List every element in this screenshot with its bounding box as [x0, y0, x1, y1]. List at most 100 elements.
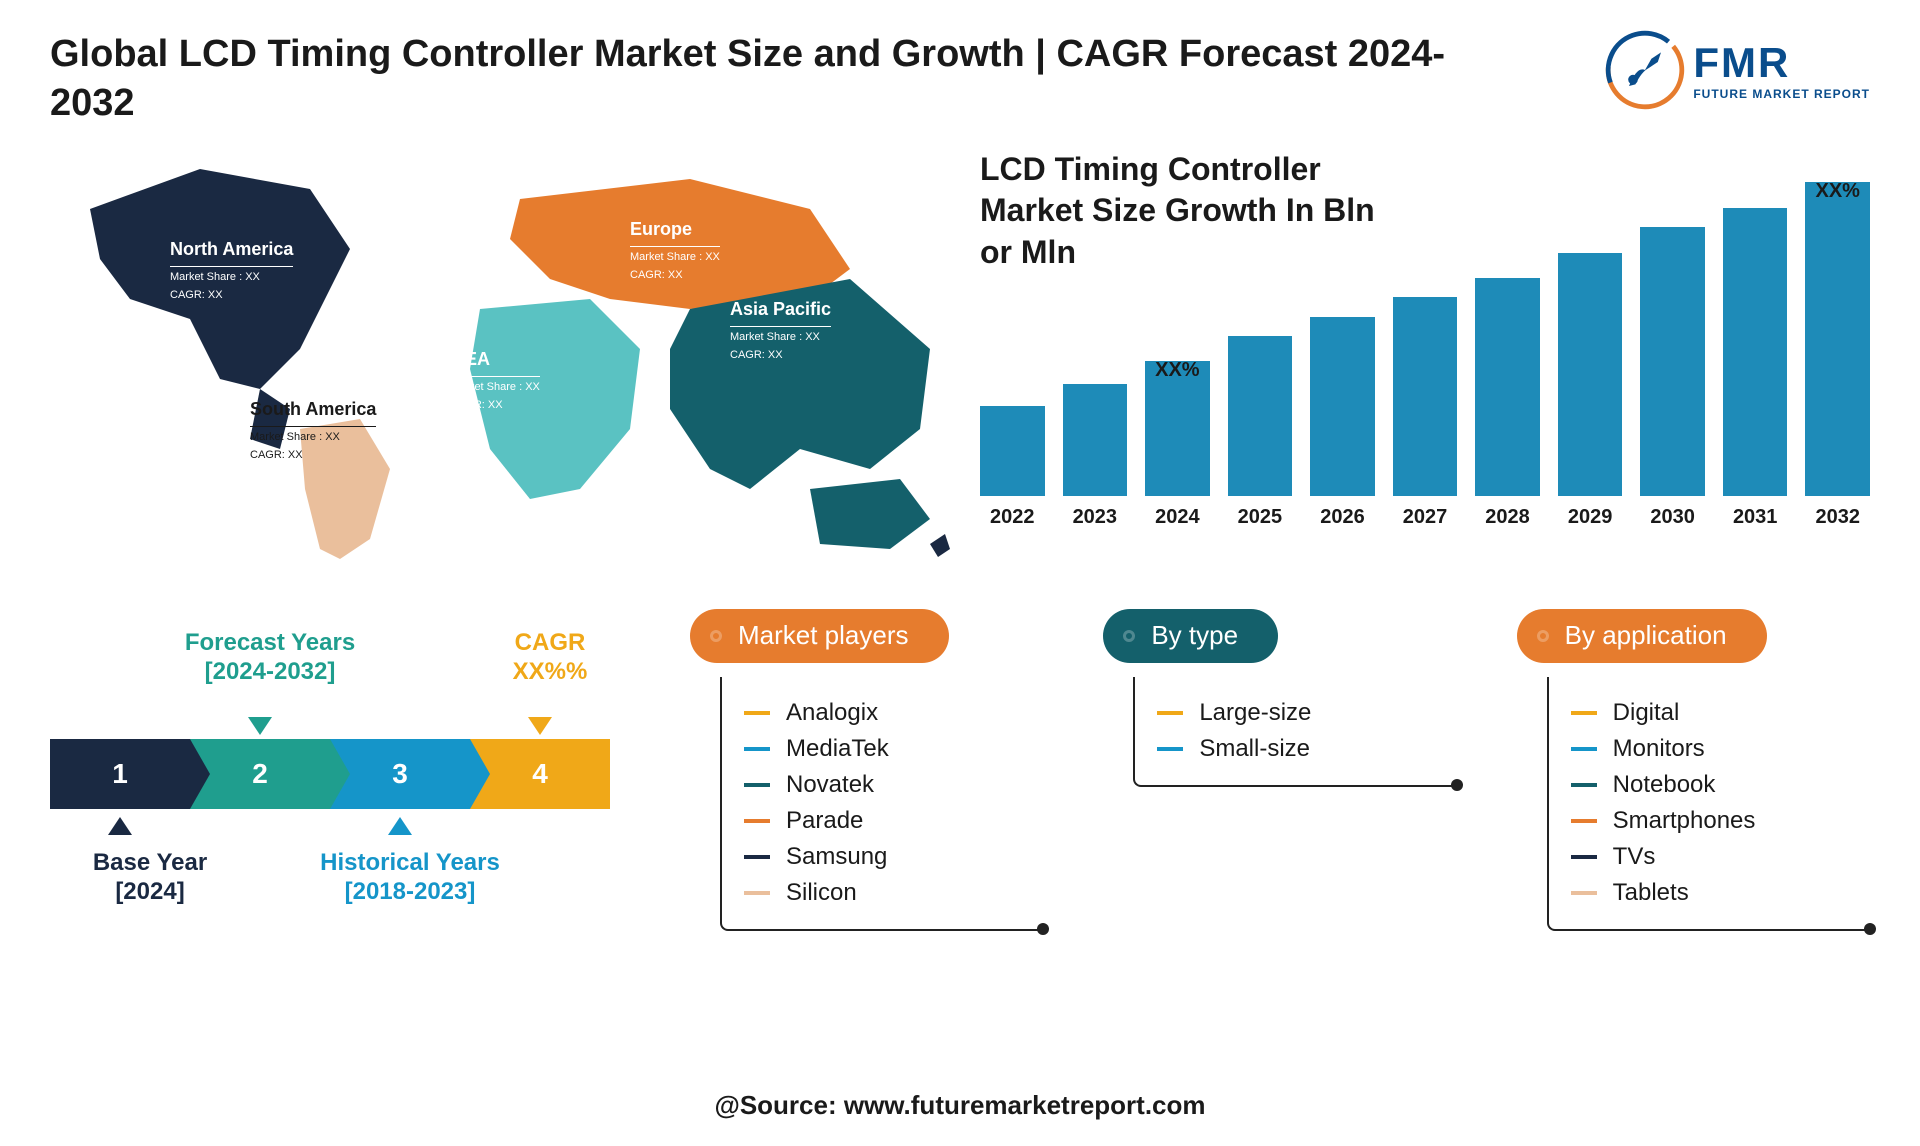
timeline-label-1: Base Year[2024]	[50, 849, 250, 907]
timeline-arrow-4	[528, 717, 552, 735]
region-cagr: CAGR: XX	[250, 449, 303, 461]
tick-icon	[744, 783, 770, 787]
segment-item: Notebook	[1571, 767, 1850, 803]
segment-item-label: Digital	[1613, 699, 1680, 727]
bar-year-label: 2025	[1238, 506, 1283, 529]
tick-icon	[1157, 747, 1183, 751]
bar-year-label: 2030	[1650, 506, 1695, 529]
tick-icon	[744, 819, 770, 823]
bar-rect	[1063, 384, 1128, 496]
logo-text-sub: FUTURE MARKET REPORT	[1693, 87, 1870, 101]
segment-item-label: Tablets	[1613, 879, 1689, 907]
region-cagr: CAGR: XX	[170, 289, 223, 301]
region-name: North America	[170, 239, 293, 260]
region-cagr: CAGR: XX	[730, 349, 783, 361]
segment-item-label: Large-size	[1199, 699, 1311, 727]
segment-item-label: Small-size	[1199, 735, 1310, 763]
bar-rect	[980, 406, 1045, 496]
segment-title: By type	[1151, 620, 1238, 651]
bar-2027: 2027	[1393, 297, 1458, 528]
segment-by-type: By type Large-size Small-size	[1103, 609, 1456, 931]
segment-pill: Market players	[690, 609, 949, 663]
segment-item: Analogix	[744, 695, 1023, 731]
segment-item-label: Samsung	[786, 843, 887, 871]
segment-item-label: Notebook	[1613, 771, 1716, 799]
region-label-asia-pacific: Asia PacificMarket Share : XXCAGR: XX	[730, 299, 831, 361]
bar-2032: XX% 2032	[1805, 182, 1870, 529]
bottom-row: 1234 Base Year[2024] Forecast Years[2024-…	[50, 609, 1870, 931]
region-name: MEA	[450, 349, 540, 370]
region-label-mea: MEAMarket Share : XXCAGR: XX	[450, 349, 540, 411]
logo-text-main: FMR	[1693, 39, 1870, 87]
segment-by-application: By applicationDigitalMonitorsNotebookSma…	[1517, 609, 1870, 931]
region-name: Europe	[630, 219, 720, 240]
timeline: 1234 Base Year[2024] Forecast Years[2024-…	[50, 609, 650, 929]
bar-2030: 2030	[1640, 227, 1705, 529]
region-name: Asia Pacific	[730, 299, 831, 320]
segment-pill: By application	[1517, 609, 1767, 663]
source-line: @Source: www.futuremarketreport.com	[0, 1090, 1920, 1121]
region-share: Market Share : XX	[450, 376, 540, 395]
bar-year-label: 2022	[990, 506, 1035, 529]
segment-item-label: Parade	[786, 807, 863, 835]
segment-item: Parade	[744, 803, 1023, 839]
bar-rect	[1723, 208, 1788, 496]
timeline-arrow-2	[248, 717, 272, 735]
bar-year-label: 2032	[1815, 506, 1860, 529]
region-cagr: CAGR: XX	[630, 269, 683, 281]
logo: FMR FUTURE MARKET REPORT	[1605, 30, 1870, 110]
bar-2029: 2029	[1558, 253, 1623, 529]
bar-year-label: 2031	[1733, 506, 1778, 529]
timeline-seg-4: 4	[470, 739, 610, 809]
pill-dot-icon	[710, 630, 722, 642]
segment-title: Market players	[738, 620, 909, 651]
timeline-arrow-3	[388, 817, 412, 835]
region-label-south-america: South AmericaMarket Share : XXCAGR: XX	[250, 399, 376, 461]
fmr-logo-icon	[1605, 30, 1685, 110]
tick-icon	[1571, 891, 1597, 895]
segment-item-label: Smartphones	[1613, 807, 1756, 835]
segment-item-label: Silicon	[786, 879, 857, 907]
tick-icon	[1571, 747, 1597, 751]
tick-icon	[744, 711, 770, 715]
tick-icon	[1571, 819, 1597, 823]
segment-item-label: MediaTek	[786, 735, 889, 763]
region-name: South America	[250, 399, 376, 420]
bar-year-label: 2027	[1403, 506, 1448, 529]
timeline-seg-1: 1	[50, 739, 190, 809]
bar-rect	[1310, 317, 1375, 496]
bar-2028: 2028	[1475, 278, 1540, 529]
timeline-seg-3: 3	[330, 739, 470, 809]
segment-item: Novatek	[744, 767, 1023, 803]
timeline-label-2: Forecast Years[2024-2032]	[170, 629, 370, 687]
bar-year-label: 2023	[1073, 506, 1118, 529]
region-label-europe: Europe Market Share : XX CAGR: XX	[630, 219, 720, 281]
bar-year-label: 2028	[1485, 506, 1530, 529]
bar-annotation: XX%	[1816, 180, 1860, 203]
segment-item: Tablets	[1571, 875, 1850, 911]
bar-rect	[1475, 278, 1540, 496]
tick-icon	[1571, 855, 1597, 859]
tick-icon	[744, 855, 770, 859]
segment-market-players: Market players Analogix MediaTek Novatek Par…	[690, 609, 1043, 931]
bar-container: 20222023XX%20242025202620272028202920302…	[980, 209, 1870, 529]
region-share: Market Share : XX	[170, 266, 293, 285]
region-share: Market Share : XX	[630, 246, 720, 265]
segments-container: Market players Analogix MediaTek Novatek Par…	[690, 609, 1870, 931]
segment-item: Digital	[1571, 695, 1850, 731]
bar-2022: 2022	[980, 406, 1045, 529]
top-row: North AmericaMarket Share : XXCAGR: XXSo…	[50, 149, 1870, 569]
tick-icon	[1571, 711, 1597, 715]
segment-item: MediaTek	[744, 731, 1023, 767]
bar-rect	[1558, 253, 1623, 496]
world-map: North AmericaMarket Share : XXCAGR: XXSo…	[50, 149, 950, 569]
pill-dot-icon	[1537, 630, 1549, 642]
bar-2031: 2031	[1723, 208, 1788, 529]
bar-rect	[1805, 182, 1870, 496]
timeline-arrow-1	[108, 817, 132, 835]
bar-2025: 2025	[1228, 336, 1293, 529]
bar-2024: XX%2024	[1145, 361, 1210, 528]
timeline-bar: 1234	[50, 739, 610, 809]
segment-item: Silicon	[744, 875, 1023, 911]
segment-item: Small-size	[1157, 731, 1436, 767]
